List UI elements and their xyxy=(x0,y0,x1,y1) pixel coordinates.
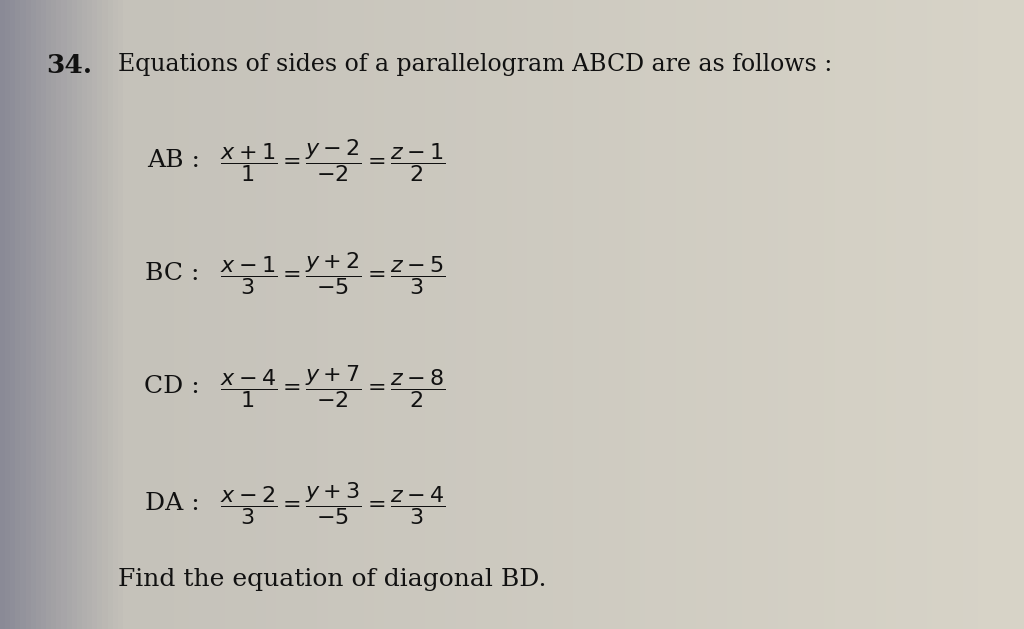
Text: $\dfrac{x-2}{3} = \dfrac{y+3}{-5} = \dfrac{z-4}{3}$: $\dfrac{x-2}{3} = \dfrac{y+3}{-5} = \dfr… xyxy=(220,480,445,526)
Text: $\dfrac{x+1}{1} = \dfrac{y-2}{-2} = \dfrac{z-1}{2}$: $\dfrac{x+1}{1} = \dfrac{y-2}{-2} = \dfr… xyxy=(220,137,445,184)
Text: Find the equation of diagonal BD.: Find the equation of diagonal BD. xyxy=(118,568,546,591)
Text: CD :: CD : xyxy=(144,376,200,398)
Text: $\dfrac{x-1}{3} = \dfrac{y+2}{-5} = \dfrac{z-5}{3}$: $\dfrac{x-1}{3} = \dfrac{y+2}{-5} = \dfr… xyxy=(220,250,445,297)
Text: 34.: 34. xyxy=(46,53,92,79)
Text: DA :: DA : xyxy=(145,492,200,515)
Text: Equations of sides of a parallelogram ABCD are as follows :: Equations of sides of a parallelogram AB… xyxy=(118,53,833,77)
Text: $\dfrac{x-4}{1} = \dfrac{y+7}{-2} = \dfrac{z-8}{2}$: $\dfrac{x-4}{1} = \dfrac{y+7}{-2} = \dfr… xyxy=(220,364,445,410)
Text: BC :: BC : xyxy=(145,262,200,285)
Text: AB :: AB : xyxy=(146,149,200,172)
